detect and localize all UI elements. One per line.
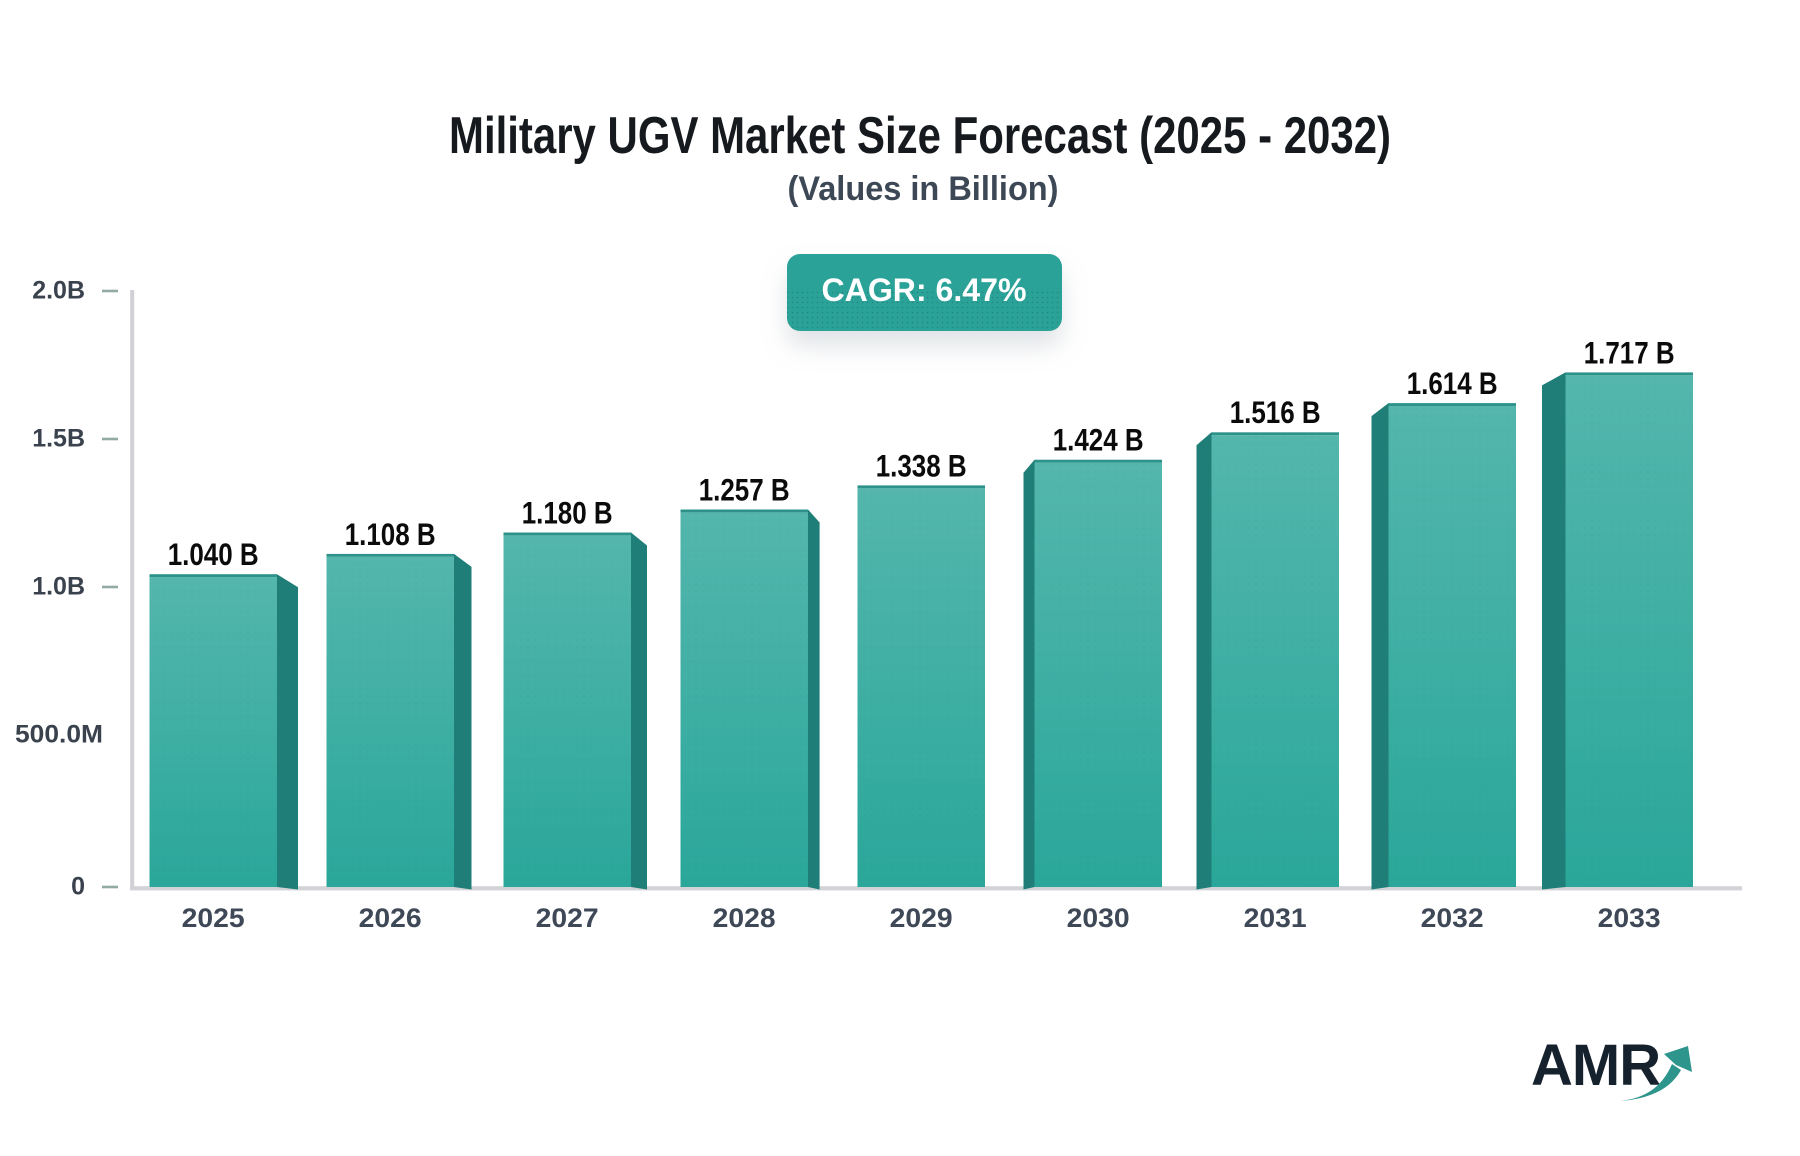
svg-text:AMR: AMR [1531, 1033, 1660, 1098]
svg-text:2028: 2028 [713, 903, 776, 933]
svg-text:Military UGV Market Size Forec: Military UGV Market Size Forecast (2025 … [449, 107, 1391, 165]
svg-text:1.338 B: 1.338 B [876, 447, 967, 483]
svg-text:2029: 2029 [890, 903, 953, 933]
svg-text:1.5B: 1.5B [32, 425, 85, 453]
svg-text:2030: 2030 [1067, 903, 1130, 933]
svg-text:(Values in Billion): (Values in Billion) [788, 170, 1059, 208]
svg-text:2.0B: 2.0B [32, 277, 85, 305]
svg-text:1.108 B: 1.108 B [345, 516, 436, 552]
svg-text:1.180 B: 1.180 B [522, 494, 613, 530]
svg-text:2026: 2026 [359, 903, 422, 933]
svg-text:2031: 2031 [1244, 903, 1307, 933]
svg-text:2033: 2033 [1598, 903, 1661, 933]
svg-text:2032: 2032 [1421, 903, 1484, 933]
svg-text:2025: 2025 [182, 903, 245, 933]
svg-text:1.516 B: 1.516 B [1230, 394, 1321, 430]
svg-text:1.257 B: 1.257 B [699, 471, 790, 507]
svg-text:1.0B: 1.0B [32, 573, 85, 601]
svg-text:2027: 2027 [536, 903, 599, 933]
svg-text:1.424 B: 1.424 B [1053, 422, 1144, 458]
svg-text:CAGR: 6.47%: CAGR: 6.47% [822, 272, 1027, 308]
svg-text:1.717 B: 1.717 B [1584, 334, 1675, 370]
svg-text:0: 0 [71, 873, 85, 901]
svg-text:1.614 B: 1.614 B [1407, 365, 1498, 401]
svg-text:1.040 B: 1.040 B [168, 536, 259, 572]
svg-text:500.0M: 500.0M [15, 721, 103, 749]
